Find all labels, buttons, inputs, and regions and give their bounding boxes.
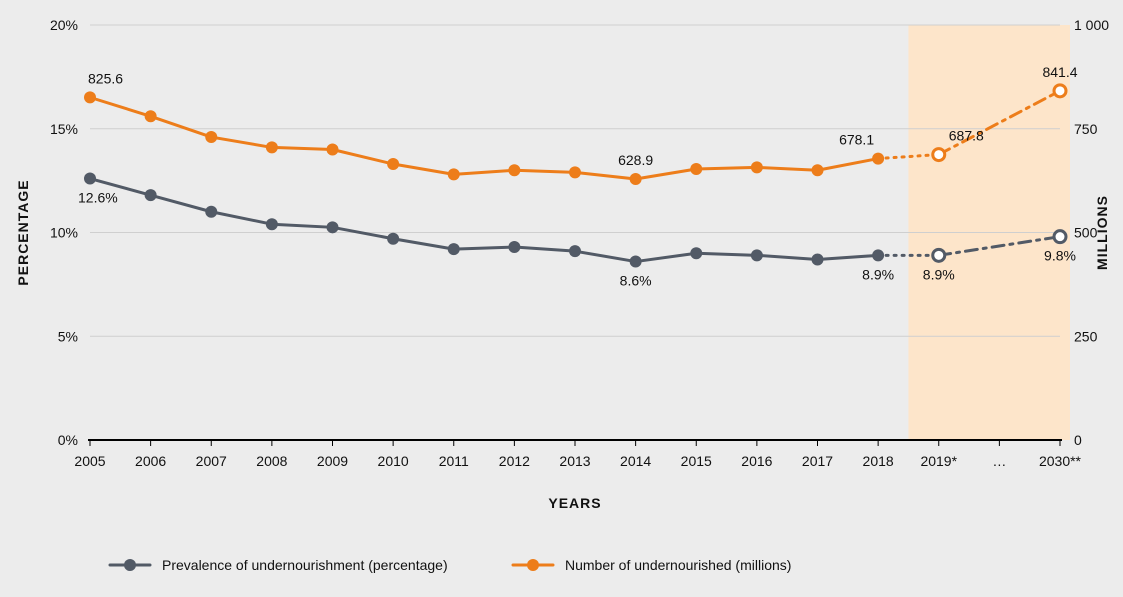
prevalence-marker [387,233,399,245]
y-left-tick: 15% [50,121,78,137]
number-marker [1054,85,1066,97]
x-tick: 2011 [439,453,469,469]
x-tick: 2017 [802,453,833,469]
y-left-title: PERCENTAGE [15,179,31,285]
y-left-tick: 5% [58,328,78,344]
number-marker [205,131,217,143]
x-tick: 2013 [559,453,590,469]
x-axis-title: YEARS [548,495,601,511]
prevalence-marker [145,189,157,201]
x-tick: 2008 [256,453,287,469]
y-right-title: MILLIONS [1094,195,1110,270]
number-marker [448,168,460,180]
x-tick: 2005 [74,453,105,469]
x-tick: 2009 [317,453,348,469]
number-marker [266,141,278,153]
x-tick: 2012 [499,453,530,469]
number-marker [690,163,702,175]
y-left-tick: 20% [50,17,78,33]
x-tick: … [992,453,1006,469]
prevalence-marker [751,249,763,261]
undernourishment-chart: 0%5%10%15%20%02505007501 000200520062007… [0,0,1123,597]
x-tick: 2016 [741,453,772,469]
x-tick: 2014 [620,453,651,469]
prevalence-marker [266,218,278,230]
number-marker [812,164,824,176]
number-annotation: 628.9 [618,152,653,168]
prevalence-marker [84,173,96,185]
legend-marker [527,559,539,571]
x-tick: 2018 [863,453,894,469]
y-right-tick: 750 [1074,121,1098,137]
number-marker [327,144,339,156]
chart-svg: 0%5%10%15%20%02505007501 000200520062007… [0,0,1123,597]
prevalence-annotation: 12.6% [78,190,118,206]
y-right-tick: 250 [1074,328,1098,344]
number-marker [751,161,763,173]
number-annotation: 678.1 [839,132,874,148]
y-right-tick: 0 [1074,432,1082,448]
x-tick: 2006 [135,453,166,469]
prevalence-marker [1054,231,1066,243]
number-annotation: 687.8 [949,128,984,144]
y-left-tick: 0% [58,432,78,448]
prevalence-marker [569,245,581,257]
number-marker [569,166,581,178]
x-tick: 2030** [1039,453,1082,469]
y-right-tick: 1 000 [1074,17,1109,33]
prevalence-marker [933,249,945,261]
legend-label: Prevalence of undernourishment (percenta… [162,557,448,573]
x-tick: 2015 [681,453,712,469]
prevalence-marker [630,256,642,268]
prevalence-annotation: 8.9% [923,266,955,282]
prevalence-annotation: 8.9% [862,266,894,282]
number-marker [508,164,520,176]
x-tick: 2010 [378,453,409,469]
x-tick: 2019* [920,453,957,469]
number-marker [872,153,884,165]
prevalence-marker [872,249,884,261]
number-marker [387,158,399,170]
y-left-tick: 10% [50,225,78,241]
number-marker [145,110,157,122]
legend-label: Number of undernourished (millions) [565,557,791,573]
prevalence-marker [508,241,520,253]
prevalence-marker [812,253,824,265]
number-marker [84,91,96,103]
number-marker [933,149,945,161]
prevalence-annotation: 9.8% [1044,248,1076,264]
prevalence-annotation: 8.6% [620,273,652,289]
number-marker [630,173,642,185]
number-annotation: 825.6 [88,70,123,86]
legend-marker [124,559,136,571]
prevalence-marker [327,221,339,233]
prevalence-marker [690,247,702,259]
prevalence-marker [448,243,460,255]
number-annotation: 841.4 [1042,64,1077,80]
x-tick: 2007 [196,453,227,469]
prevalence-marker [205,206,217,218]
